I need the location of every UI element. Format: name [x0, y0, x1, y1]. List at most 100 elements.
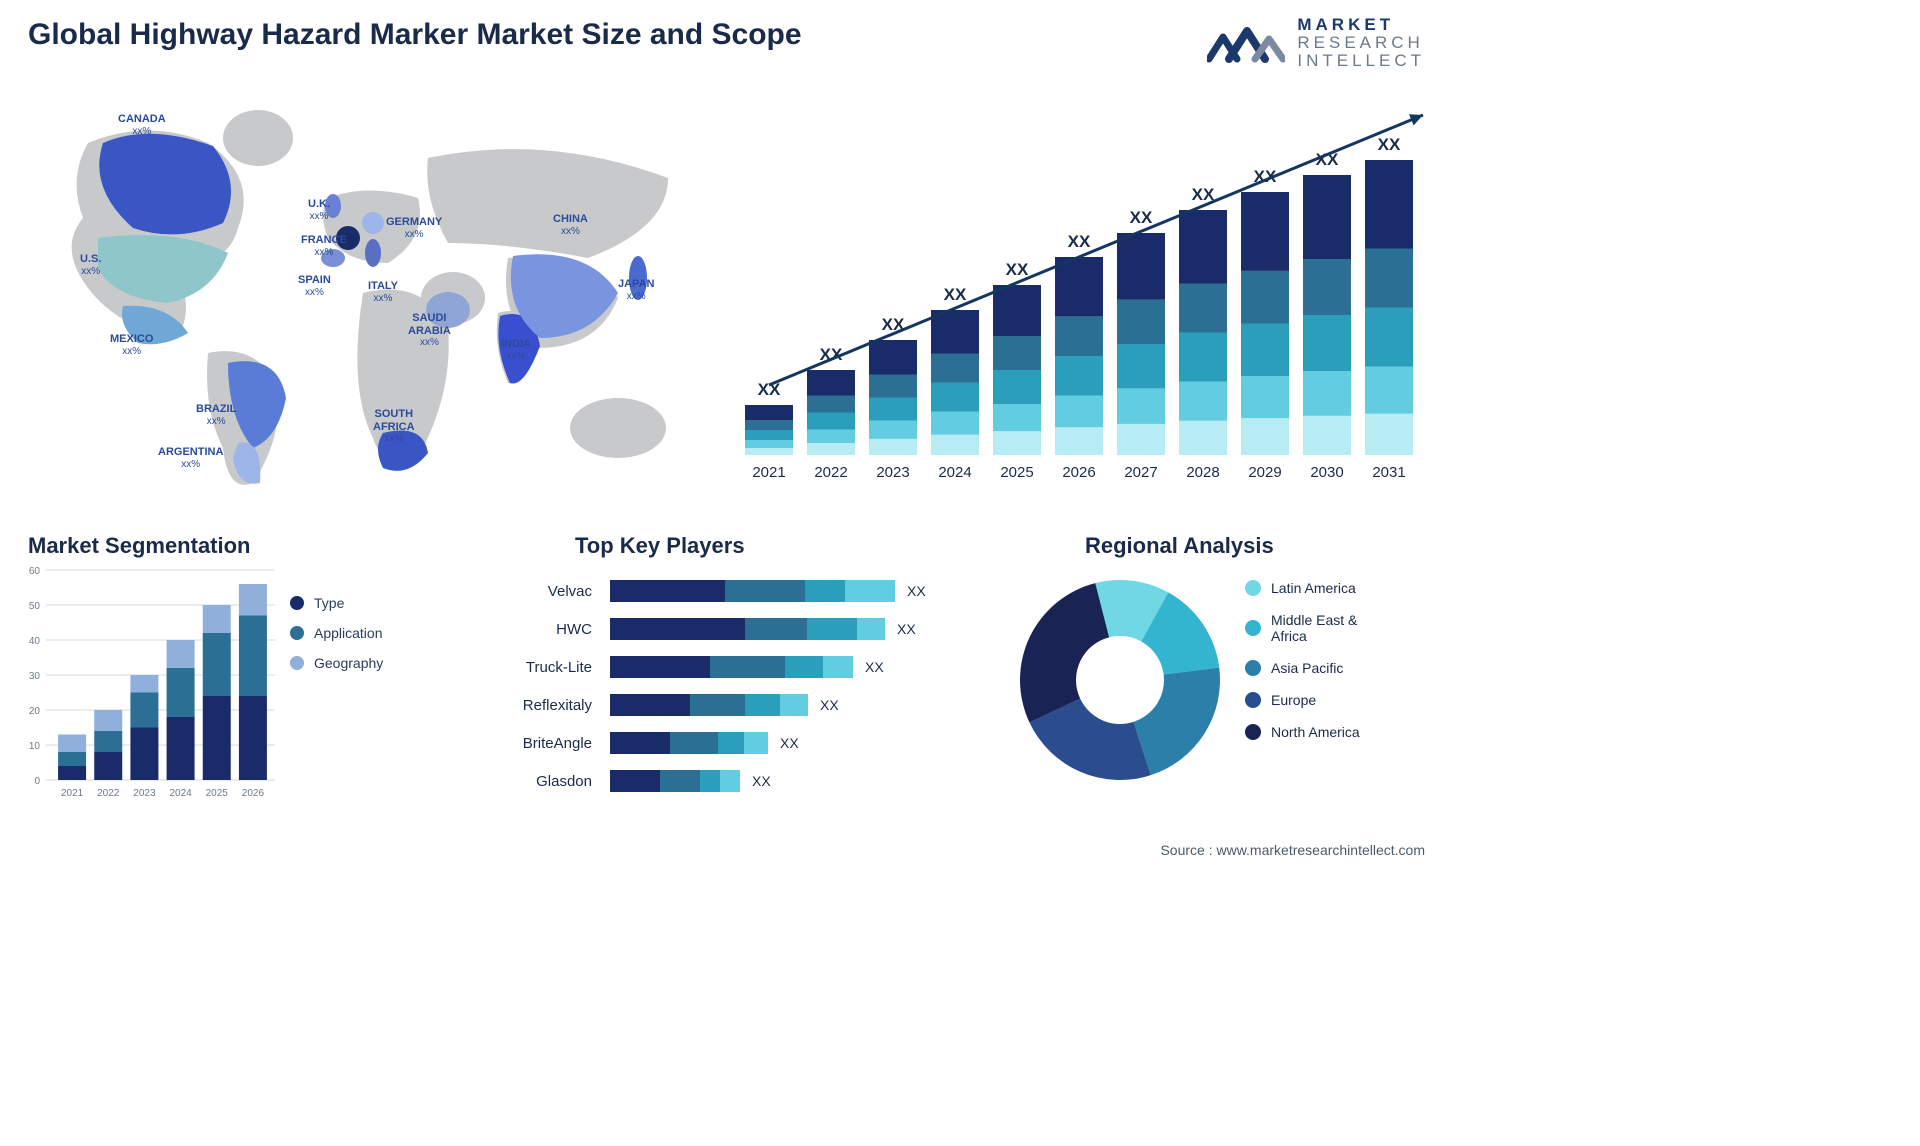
legend-label: Middle East &Africa — [1271, 612, 1357, 644]
svg-text:40: 40 — [29, 636, 41, 647]
bar-segment — [610, 580, 725, 602]
svg-text:0: 0 — [34, 776, 40, 787]
map-label: GERMANYxx% — [386, 216, 442, 240]
key-player-name: BriteAngle — [480, 735, 610, 752]
bar-segment — [720, 770, 740, 792]
bar-segment — [718, 732, 744, 754]
key-players-chart: VelvacXX HWCXX Truck-Lite XX Reflexitaly XX Br… — [480, 575, 1000, 815]
bar-segment — [660, 770, 700, 792]
key-player-bar — [610, 694, 808, 716]
key-player-name: Velvac — [480, 583, 610, 600]
bar-segment — [710, 656, 785, 678]
svg-text:2024: 2024 — [169, 788, 192, 799]
svg-text:2025: 2025 — [206, 788, 229, 799]
bar-segment — [845, 580, 895, 602]
svg-text:50: 50 — [29, 601, 41, 612]
logo-icon — [1207, 19, 1285, 67]
source-text: Source : www.marketresearchintellect.com — [1160, 842, 1425, 858]
map-label: ARGENTINAxx% — [158, 446, 223, 470]
bar-segment — [807, 618, 857, 640]
segmentation-chart: 0 10 20 30 40 50 60 2021 2022 2023 2024 2025 2026 — [20, 565, 280, 805]
svg-text:2029: 2029 — [1248, 464, 1281, 481]
svg-text:30: 30 — [29, 671, 41, 682]
svg-text:20: 20 — [29, 706, 41, 717]
key-player-row: HWCXX — [480, 613, 1000, 645]
legend-label: Application — [314, 625, 383, 641]
key-player-row: BriteAngleXX — [480, 727, 1000, 759]
bar-segment — [690, 694, 745, 716]
svg-text:2028: 2028 — [1186, 464, 1219, 481]
key-player-name: Glasdon — [480, 773, 610, 790]
svg-text:XX: XX — [1316, 150, 1339, 169]
segmentation-legend-item: Geography — [290, 655, 383, 671]
bar-segment — [610, 656, 710, 678]
key-player-bar — [610, 580, 895, 602]
key-player-row: Truck-Lite XX — [480, 651, 1000, 683]
logo-text-1: MARKET — [1297, 16, 1425, 34]
key-player-bar — [610, 656, 853, 678]
bar-segment — [610, 770, 660, 792]
bar-segment — [610, 618, 745, 640]
map-label: JAPANxx% — [618, 278, 654, 302]
svg-text:2022: 2022 — [814, 464, 847, 481]
brand-logo: MARKET RESEARCH INTELLECT — [1207, 16, 1425, 70]
segmentation-legend-item: Application — [290, 625, 383, 641]
legend-dot-icon — [290, 596, 304, 610]
key-player-row: VelvacXX — [480, 575, 1000, 607]
segmentation-title: Market Segmentation — [28, 533, 251, 559]
svg-text:60: 60 — [29, 566, 41, 577]
map-label: U.K.xx% — [308, 198, 330, 222]
map-label: U.S.xx% — [80, 253, 101, 277]
bar-segment — [805, 580, 845, 602]
map-label: CANADAxx% — [118, 113, 166, 137]
key-player-value: XX — [853, 659, 884, 675]
regional-legend: Latin America Middle East &Africa Asia Pac… — [1245, 580, 1360, 756]
legend-label: Europe — [1271, 692, 1316, 708]
bar-segment — [610, 732, 670, 754]
svg-text:2030: 2030 — [1310, 464, 1343, 481]
bar-segment — [744, 732, 768, 754]
bar-segment — [745, 618, 807, 640]
legend-label: Type — [314, 595, 344, 611]
regional-legend-item: Asia Pacific — [1245, 660, 1360, 676]
key-player-bar — [610, 770, 740, 792]
svg-text:2023: 2023 — [133, 788, 156, 799]
svg-text:XX: XX — [1068, 232, 1091, 251]
world-map: CANADAxx%U.S.xx%MEXICOxx%BRAZILxx%ARGENT… — [28, 88, 688, 500]
svg-text:XX: XX — [1130, 208, 1153, 227]
map-label: SAUDIARABIAxx% — [408, 312, 451, 349]
svg-text:2026: 2026 — [242, 788, 265, 799]
page-title: Global Highway Hazard Marker Market Size… — [28, 18, 802, 52]
svg-text:XX: XX — [944, 285, 967, 304]
map-label: FRANCExx% — [301, 234, 347, 258]
growth-bar-chart: XX2021XX2022XX2023XX2024XX2025XX2026XX20… — [735, 105, 1425, 495]
regional-legend-item: Middle East &Africa — [1245, 612, 1360, 644]
svg-text:10: 10 — [29, 741, 41, 752]
logo-text-2: RESEARCH — [1297, 34, 1425, 52]
map-label: CHINAxx% — [553, 213, 588, 237]
regional-title: Regional Analysis — [1085, 533, 1274, 559]
map-label: SPAINxx% — [298, 274, 331, 298]
regional-legend-item: North America — [1245, 724, 1360, 740]
legend-dot-icon — [290, 626, 304, 640]
legend-dot-icon — [1245, 724, 1261, 740]
map-label: ITALYxx% — [368, 280, 398, 304]
map-label: BRAZILxx% — [196, 403, 236, 427]
key-player-name: Reflexitaly — [480, 697, 610, 714]
svg-text:2021: 2021 — [61, 788, 84, 799]
legend-label: Geography — [314, 655, 383, 671]
key-player-value: XX — [740, 773, 771, 789]
key-player-name: Truck-Lite — [480, 659, 610, 676]
svg-text:2027: 2027 — [1124, 464, 1157, 481]
legend-label: Asia Pacific — [1271, 660, 1343, 676]
svg-text:XX: XX — [1006, 260, 1029, 279]
legend-label: Latin America — [1271, 580, 1356, 596]
svg-text:2022: 2022 — [97, 788, 120, 799]
regional-legend-item: Europe — [1245, 692, 1360, 708]
legend-dot-icon — [1245, 660, 1261, 676]
key-players-title: Top Key Players — [575, 533, 745, 559]
legend-dot-icon — [1245, 580, 1261, 596]
svg-text:2024: 2024 — [938, 464, 971, 481]
svg-text:2031: 2031 — [1372, 464, 1405, 481]
key-player-bar — [610, 732, 768, 754]
